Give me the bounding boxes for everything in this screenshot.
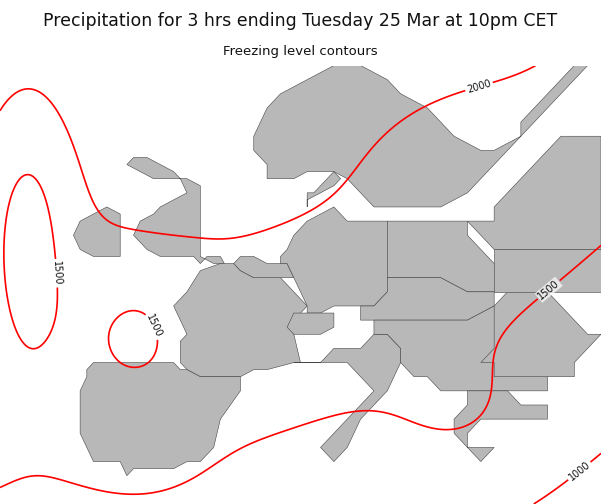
Polygon shape <box>494 249 601 292</box>
Text: 1500: 1500 <box>51 261 63 286</box>
Polygon shape <box>454 391 548 462</box>
Text: 1500: 1500 <box>536 278 561 301</box>
Polygon shape <box>387 221 507 292</box>
Polygon shape <box>174 264 307 376</box>
Text: 1500: 1500 <box>145 312 164 339</box>
Text: 2000: 2000 <box>466 78 492 95</box>
Polygon shape <box>80 362 240 476</box>
Polygon shape <box>361 278 494 320</box>
Polygon shape <box>374 306 548 391</box>
Polygon shape <box>481 292 601 376</box>
Polygon shape <box>281 207 387 313</box>
Polygon shape <box>73 207 120 257</box>
Polygon shape <box>287 313 334 334</box>
Text: Freezing level contours: Freezing level contours <box>223 45 378 57</box>
Polygon shape <box>307 171 341 207</box>
Text: 1000: 1000 <box>567 460 592 482</box>
Polygon shape <box>234 257 294 278</box>
Polygon shape <box>254 66 588 207</box>
Polygon shape <box>294 334 401 462</box>
Polygon shape <box>468 136 601 249</box>
Text: Precipitation for 3 hrs ending Tuesday 25 Mar at 10pm CET: Precipitation for 3 hrs ending Tuesday 2… <box>43 12 558 30</box>
Polygon shape <box>127 157 224 264</box>
